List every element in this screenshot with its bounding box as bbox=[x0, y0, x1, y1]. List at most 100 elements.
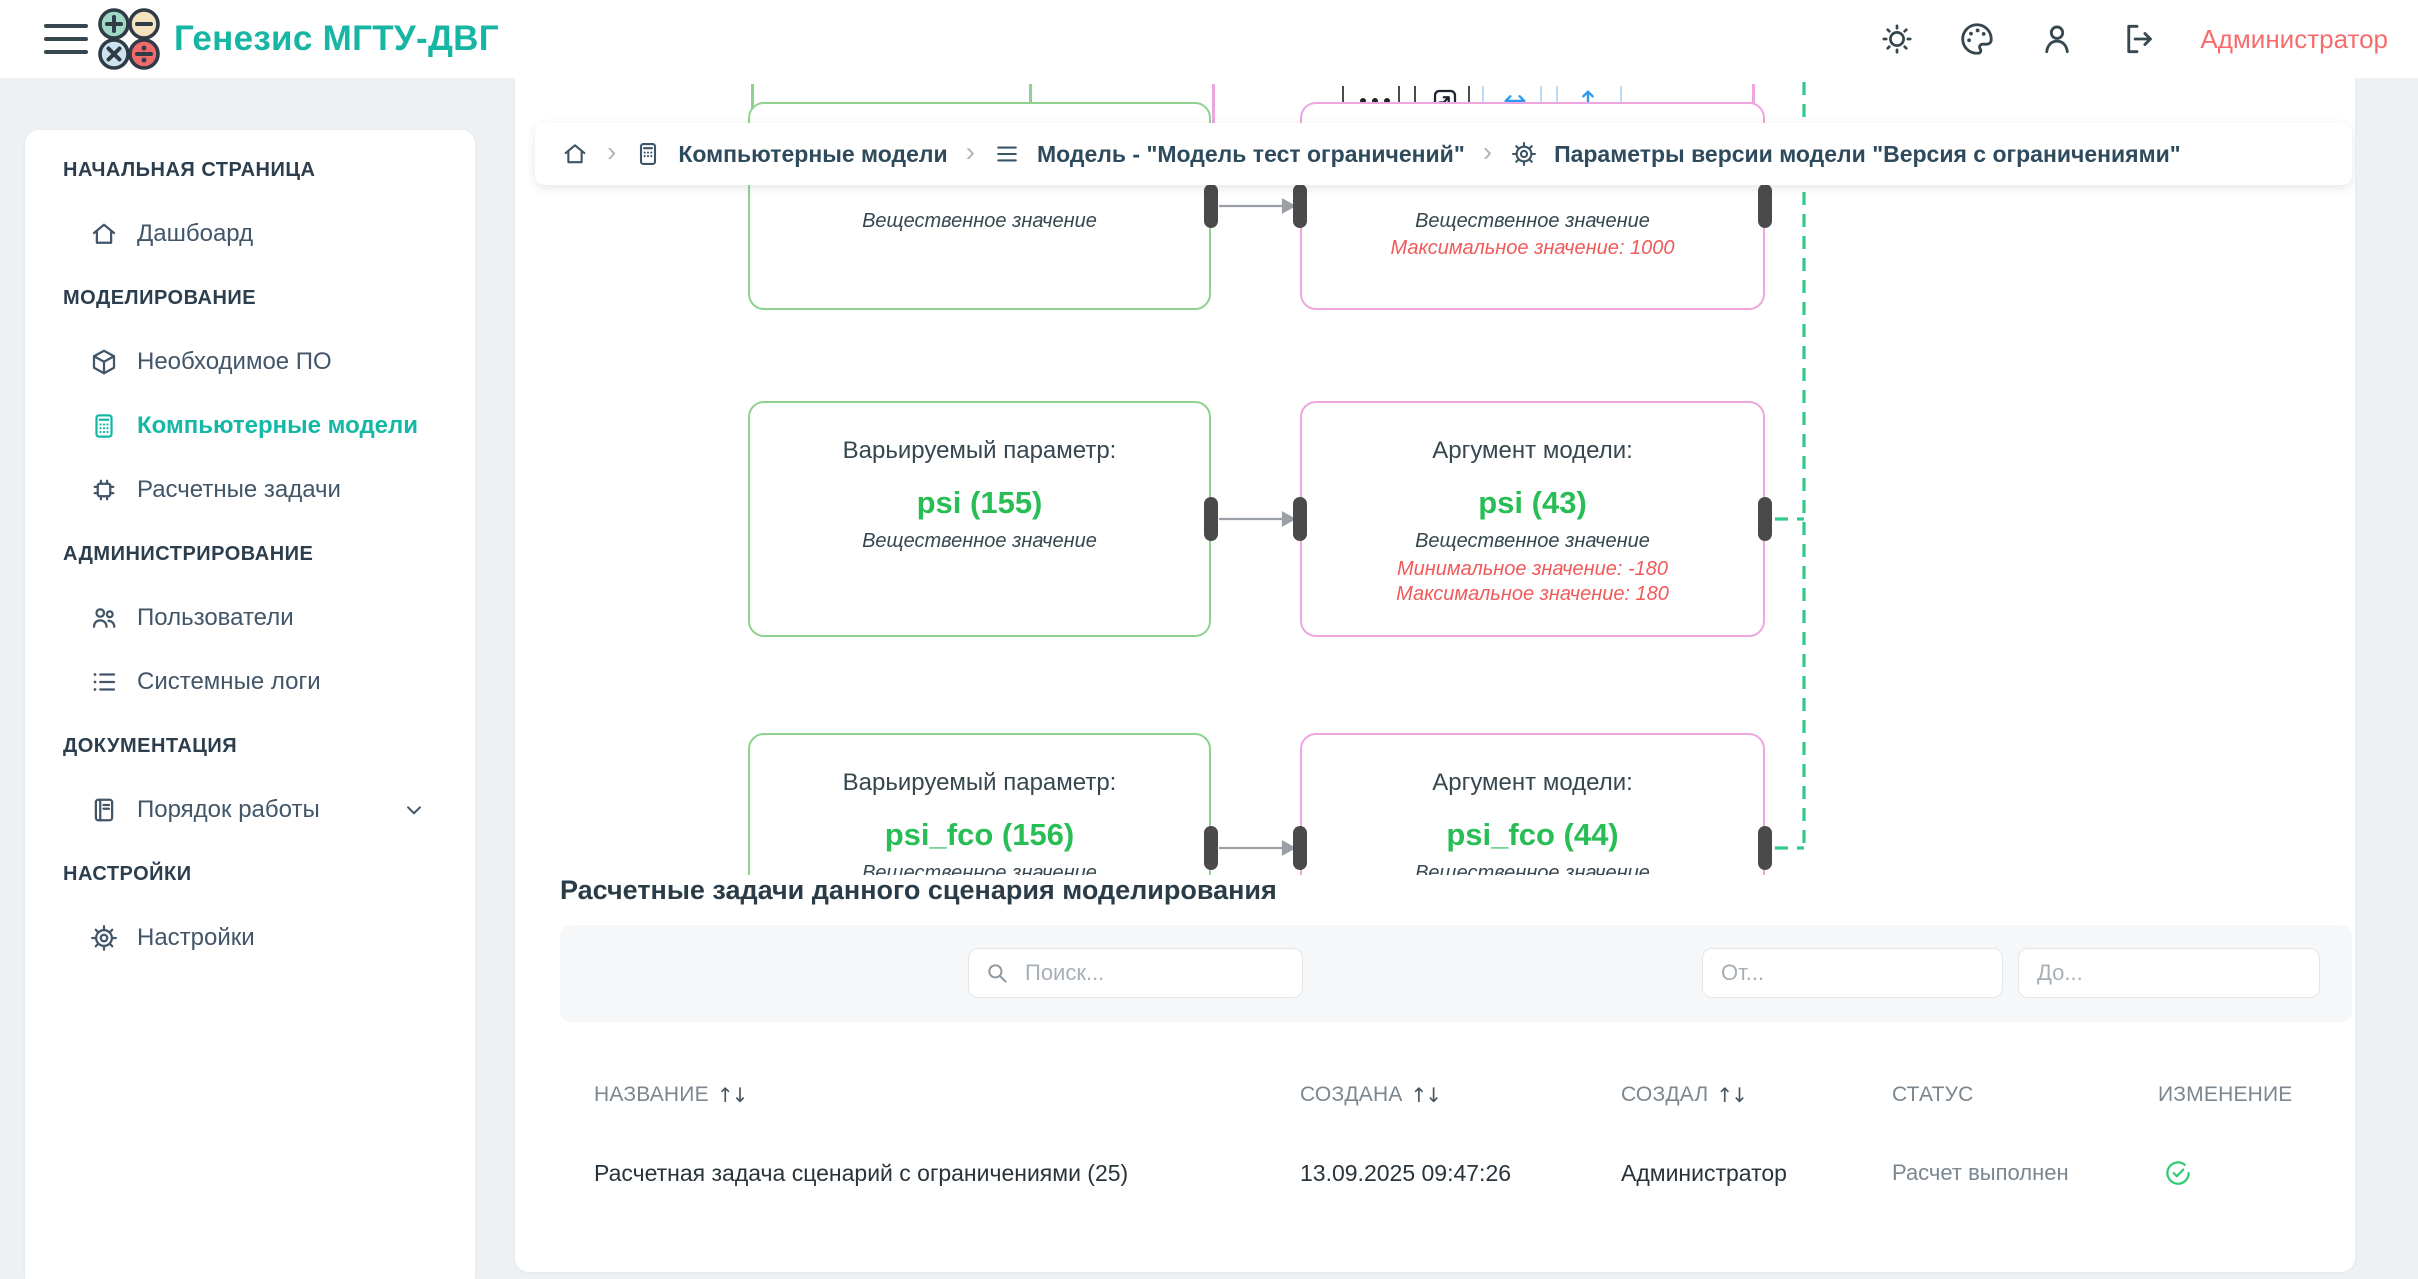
check-circle-icon[interactable] bbox=[2163, 1158, 2193, 1188]
gear-icon bbox=[1512, 141, 1537, 167]
breadcrumb-separator: › bbox=[1482, 136, 1493, 167]
book-icon bbox=[94, 798, 114, 822]
node-kind-label: Варьируемый параметр: bbox=[842, 437, 1117, 464]
home-icon[interactable] bbox=[561, 140, 589, 168]
sidebar-item-system-logs[interactable]: Системные логи bbox=[25, 650, 475, 714]
sort-icon[interactable]: ↑↓ bbox=[716, 1083, 748, 1107]
node-name-label: psi_fco (156) bbox=[884, 817, 1075, 852]
app-logo bbox=[95, 7, 163, 76]
profile-icon[interactable] bbox=[2038, 20, 2076, 58]
node-kind-label: Аргумент модели: bbox=[1432, 769, 1633, 796]
calculator-icon bbox=[640, 143, 657, 165]
node-target-handle[interactable] bbox=[1293, 497, 1307, 541]
node-name-label: psi_fco (44) bbox=[1446, 817, 1619, 852]
scrolled-toolbar-edge bbox=[1398, 86, 1400, 116]
date-to-input[interactable] bbox=[2018, 948, 2320, 998]
scrolled-toolbar-edge bbox=[1482, 86, 1484, 116]
menu-toggle-icon[interactable] bbox=[44, 24, 88, 54]
node-type-label: Вещественное значение bbox=[1415, 530, 1650, 552]
chip-icon bbox=[93, 479, 115, 501]
users-icon bbox=[92, 608, 116, 628]
node-name-label: psi (43) bbox=[1478, 485, 1587, 520]
calculator-icon bbox=[95, 414, 113, 438]
flow-node-model-arg-psi-fco[interactable]: Аргумент модели: psi_fco (44) Вещественн… bbox=[1300, 733, 1765, 875]
home-icon bbox=[92, 223, 116, 244]
node-kind-label: Варьируемый параметр: bbox=[842, 769, 1117, 796]
theme-toggle-icon[interactable] bbox=[1878, 20, 1916, 58]
scrolled-toolbar-edge bbox=[1620, 86, 1622, 116]
tasks-section-title: Расчетные задачи данного сценария модели… bbox=[560, 875, 1277, 905]
sidebar-item-calculation-tasks[interactable]: Расчетные задачи bbox=[25, 458, 475, 522]
breadcrumb-separator: › bbox=[607, 136, 617, 167]
sidebar-item-label: Порядок работы bbox=[137, 796, 320, 823]
logout-icon[interactable] bbox=[2118, 20, 2156, 58]
node-target-handle[interactable] bbox=[1293, 184, 1307, 228]
flow-node-varied-param-psi-fco[interactable]: Варьируемый параметр: psi_fco (156) Веще… bbox=[748, 733, 1211, 875]
main-content-card: Вещественное значение Вещественное значе… bbox=[515, 78, 2355, 1272]
breadcrumb-item-version-params[interactable]: Параметры версии модели "Версия с ограни… bbox=[1554, 140, 2181, 167]
date-to-wrap bbox=[2018, 948, 2320, 998]
node-source-handle[interactable] bbox=[1758, 497, 1772, 541]
node-source-handle[interactable] bbox=[1204, 826, 1218, 870]
sort-icon[interactable]: ↑↓ bbox=[1716, 1083, 1747, 1107]
scrolled-toolbar-edge bbox=[1414, 86, 1416, 116]
task-row-name[interactable]: Расчетная задача сценарий с ограничениям… bbox=[594, 1159, 1129, 1186]
app-header: Генезис МГТУ-ДВГ bbox=[0, 0, 2418, 78]
column-header-status: СТАТУС bbox=[1892, 1083, 1974, 1106]
flow-node-model-arg-psi[interactable]: Аргумент модели: psi (43) Вещественное з… bbox=[1300, 401, 1765, 637]
sidebar-item-label: Пользователи bbox=[137, 604, 294, 631]
node-type-label: Вещественное значение bbox=[862, 210, 1097, 232]
sidebar-item-label: Системные логи bbox=[137, 668, 321, 695]
task-row-change[interactable] bbox=[2163, 1158, 2193, 1188]
breadcrumb-item-model[interactable]: Модель - "Модель тест ограничений" bbox=[1036, 140, 1465, 167]
sidebar-item-label: Дашбоард bbox=[137, 220, 254, 247]
current-user-label[interactable]: Администратор bbox=[2200, 23, 2388, 54]
node-type-label: Вещественное значение bbox=[862, 530, 1097, 552]
search-field-wrap bbox=[968, 948, 1303, 998]
sidebar-section-settings: НАСТРОЙКИ bbox=[63, 862, 192, 885]
task-row-status: Расчет выполнен bbox=[1892, 1160, 2069, 1185]
flow-node-varied-param-psi[interactable]: Варьируемый параметр: psi (155) Веществе… bbox=[748, 401, 1211, 637]
sidebar-item-dashboard[interactable]: Дашбоард bbox=[25, 202, 475, 266]
sidebar-item-work-order[interactable]: Порядок работы bbox=[25, 778, 475, 842]
node-source-handle[interactable] bbox=[1758, 826, 1772, 870]
sidebar-item-computer-models[interactable]: Компьютерные модели bbox=[25, 394, 475, 458]
scrolled-toolbar-edge bbox=[1556, 86, 1558, 116]
chevron-down-icon[interactable] bbox=[401, 797, 427, 823]
sidebar-section-documentation: ДОКУМЕНТАЦИЯ bbox=[63, 734, 238, 757]
column-header-name[interactable]: НАЗВАНИЕ ↑↓ bbox=[594, 1083, 748, 1107]
column-header-created[interactable]: СОЗДАНА ↑↓ bbox=[1300, 1083, 1442, 1107]
date-from-input[interactable] bbox=[1702, 948, 2003, 998]
scrolled-toolbar-edge bbox=[1468, 86, 1470, 116]
palette-icon[interactable] bbox=[1958, 20, 1996, 58]
scrolled-node-edge bbox=[751, 84, 754, 123]
scrolled-node-edge bbox=[1212, 84, 1215, 123]
sidebar-section-home: НАЧАЛЬНАЯ СТРАНИЦА bbox=[63, 158, 316, 181]
column-header-change: ИЗМЕНЕНИЕ bbox=[2158, 1083, 2293, 1106]
sidebar-item-users[interactable]: Пользователи bbox=[25, 586, 475, 650]
node-type-label: Вещественное значение bbox=[1415, 210, 1650, 232]
sort-icon[interactable]: ↑↓ bbox=[1410, 1083, 1442, 1107]
node-kind-label: Аргумент модели: bbox=[1432, 437, 1633, 464]
node-target-handle[interactable] bbox=[1293, 826, 1307, 870]
sidebar-item-required-software[interactable]: Необходимое ПО bbox=[25, 330, 475, 394]
sidebar-section-modeling: МОДЕЛИРОВАНИЕ bbox=[63, 286, 257, 309]
appbar-actions: Администратор bbox=[1878, 0, 2388, 78]
scrolled-toolbar-edge bbox=[1342, 86, 1344, 116]
node-source-handle[interactable] bbox=[1204, 184, 1218, 228]
node-source-handle[interactable] bbox=[1204, 497, 1218, 541]
model-flow-canvas[interactable]: Вещественное значение Вещественное значе… bbox=[515, 78, 2355, 875]
breadcrumb-item-models[interactable]: Компьютерные модели bbox=[678, 140, 948, 167]
task-row-creator: Администратор bbox=[1621, 1159, 1787, 1186]
more-options-icon[interactable] bbox=[1355, 86, 1395, 116]
sidebar-item-label: Компьютерные модели bbox=[137, 412, 419, 439]
tasks-filter-panel bbox=[560, 925, 2352, 1022]
node-source-handle[interactable] bbox=[1758, 184, 1772, 228]
date-from-wrap bbox=[1702, 948, 2003, 998]
sidebar-item-settings[interactable]: Настройки bbox=[25, 906, 475, 970]
flow-connectors bbox=[1219, 82, 1806, 856]
column-header-creator[interactable]: СОЗДАЛ ↑↓ bbox=[1621, 1083, 1748, 1107]
search-input[interactable] bbox=[968, 948, 1303, 998]
breadcrumb: › Компьютерные модели › Модель - "Модель… bbox=[535, 123, 2352, 185]
